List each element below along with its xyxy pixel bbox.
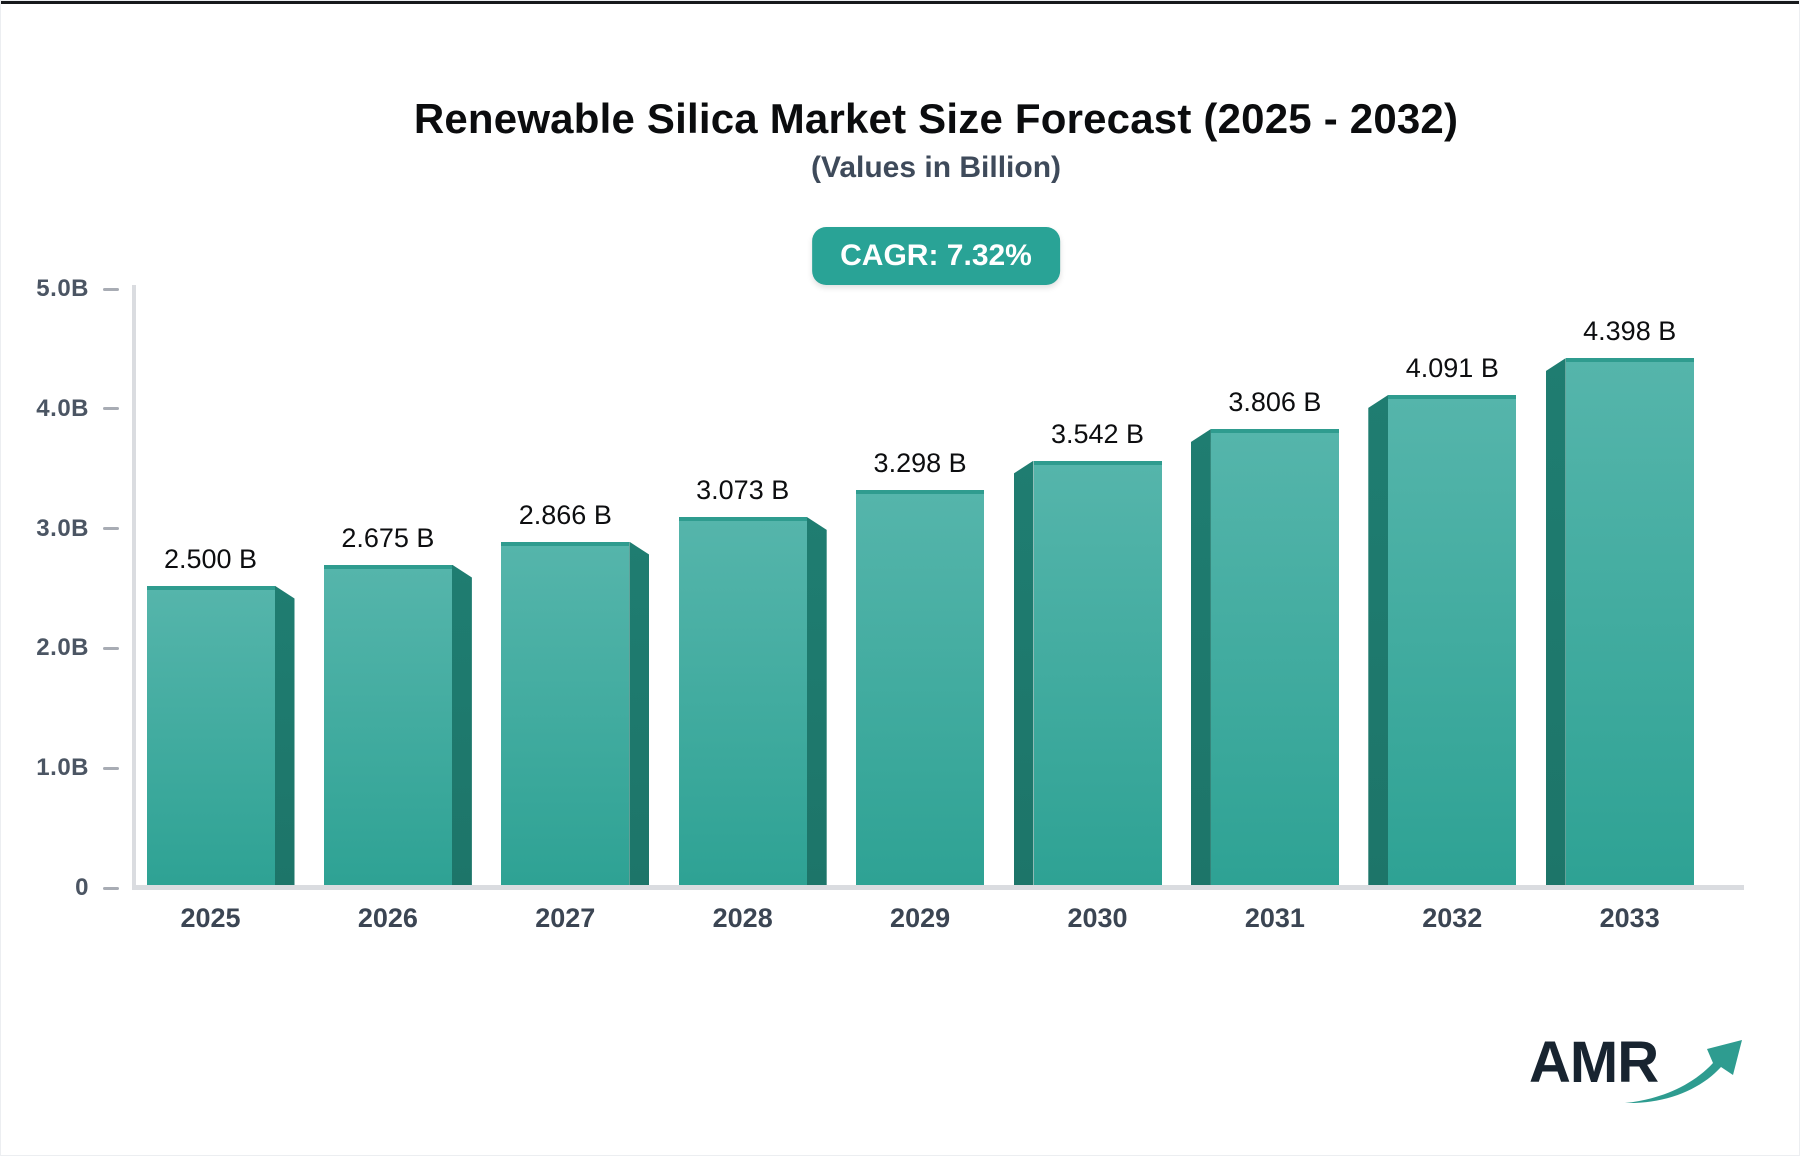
bar-value-label: 3.806 B	[1228, 387, 1322, 418]
bar-side	[451, 564, 472, 885]
bar	[1033, 460, 1162, 885]
y-tick-label: 3.0B	[36, 514, 89, 542]
bar-value-label: 3.542 B	[1050, 418, 1145, 449]
y-tick-label: 2.0B	[36, 634, 89, 662]
bar-value-label: 2.500 B	[163, 543, 258, 574]
bar-value-label: 4.091 B	[1405, 352, 1499, 383]
bar-side	[806, 516, 827, 885]
cagr-badge: CAGR: 7.32%	[812, 227, 1060, 285]
bar-side	[274, 585, 295, 885]
bar	[1565, 358, 1694, 885]
chart-subtitle: (Values in Billion)	[810, 151, 1062, 184]
x-tick-label: 2026	[357, 903, 418, 933]
x-tick-label: 2030	[1067, 903, 1128, 933]
y-tick-label: 5.0B	[36, 275, 89, 302]
x-tick-label: 2027	[535, 903, 596, 933]
y-tick-label: 0	[75, 874, 89, 901]
y-tick-dash	[103, 766, 119, 770]
bar	[501, 541, 630, 885]
x-tick-label: 2025	[180, 903, 241, 933]
bar	[678, 516, 807, 885]
bar	[323, 564, 452, 885]
growth-arrow-icon	[1625, 1040, 1742, 1104]
bar	[1210, 429, 1339, 885]
x-tick-label: 2032	[1422, 903, 1483, 933]
bar-value-label: 2.675 B	[341, 522, 435, 553]
y-tick-dash	[103, 407, 119, 411]
bar-value-label: 4.398 B	[1583, 316, 1677, 347]
y-tick-dash	[103, 287, 119, 291]
y-axis-line	[132, 285, 136, 885]
x-tick-label: 2028	[712, 903, 773, 933]
y-tick-label: 4.0B	[36, 394, 89, 422]
bar-side	[1013, 460, 1034, 885]
bar-value-label: 3.073 B	[696, 474, 790, 505]
bar	[146, 585, 275, 885]
bar-side	[1545, 358, 1566, 885]
x-tick-label: 2029	[890, 903, 951, 933]
y-tick-dash	[103, 527, 119, 531]
bar-side	[1190, 429, 1211, 885]
x-tick-label: 2033	[1599, 903, 1660, 933]
bar-value-label: 2.866 B	[518, 499, 612, 530]
y-tick-dash	[103, 646, 119, 650]
bar-side	[629, 541, 650, 885]
bar	[856, 489, 985, 885]
x-axis-baseline	[132, 885, 1744, 890]
bar-side	[1368, 394, 1389, 885]
y-tick-label: 1.0B	[36, 754, 89, 782]
bar-value-label: 3.298 B	[873, 447, 967, 478]
amr-logo-text: AMR	[1529, 1030, 1659, 1095]
amr-logo: AMR	[1529, 1033, 1759, 1123]
chart-title: Renewable Silica Market Size Forecast (2…	[413, 95, 1459, 142]
bar	[1388, 394, 1517, 885]
x-tick-label: 2031	[1244, 903, 1305, 933]
page-top-border	[1, 1, 1799, 4]
y-tick-dash	[103, 886, 119, 890]
